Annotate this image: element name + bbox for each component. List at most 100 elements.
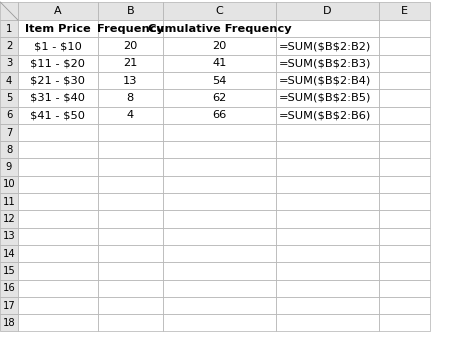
Bar [163,72,276,89]
Bar [98,89,163,107]
Bar [18,262,98,280]
Bar [98,262,163,280]
Bar [163,262,276,280]
Bar [98,280,163,297]
Bar [98,141,163,158]
Bar [0,245,18,262]
Bar [98,297,163,314]
Text: Item Price: Item Price [25,24,91,34]
Bar [163,245,276,262]
Text: 12: 12 [3,214,15,224]
Text: 41: 41 [212,58,227,68]
Text: 14: 14 [3,249,15,259]
Bar [379,314,430,331]
Bar [98,210,163,228]
Bar [379,262,430,280]
Bar [163,89,276,107]
Bar [18,2,98,20]
Text: =SUM(\$B\$2:B3): =SUM(\$B\$2:B3) [279,58,371,68]
Bar [18,141,98,158]
Bar [276,228,379,245]
Bar [163,37,276,55]
Text: \$11 - \$20: \$11 - \$20 [30,58,85,68]
Text: \$41 - \$50: \$41 - \$50 [30,110,85,120]
Text: 4: 4 [6,76,12,86]
Text: 9: 9 [6,162,12,172]
Bar [0,72,18,89]
Bar [276,55,379,72]
Bar [98,2,163,20]
Bar [0,124,18,141]
Bar [379,193,430,210]
Bar [98,107,163,124]
Bar [163,55,276,72]
Bar [379,20,430,37]
Bar [0,176,18,193]
Text: 20: 20 [123,41,137,51]
Bar [0,228,18,245]
Text: 8: 8 [6,145,12,155]
Bar [379,176,430,193]
Text: 7: 7 [6,127,12,138]
Bar [379,280,430,297]
Bar [0,193,18,210]
Bar [163,193,276,210]
Bar [0,297,18,314]
Bar [0,55,18,72]
Text: =SUM(\$B\$2:B4): =SUM(\$B\$2:B4) [279,76,371,86]
Text: \$1 - \$10: \$1 - \$10 [34,41,82,51]
Bar [98,37,163,55]
Text: =SUM(\$B\$2:B6): =SUM(\$B\$2:B6) [279,110,371,120]
Bar [18,107,98,124]
Bar [18,55,98,72]
Bar [18,89,98,107]
Text: 62: 62 [212,93,227,103]
Bar [18,20,98,37]
Bar [379,72,430,89]
Bar [0,280,18,297]
Bar [163,158,276,176]
Text: 5: 5 [6,93,12,103]
Bar [0,158,18,176]
Text: B: B [127,6,134,16]
Bar [276,89,379,107]
Bar [163,314,276,331]
Text: Cumulative Frequency: Cumulative Frequency [147,24,292,34]
Text: =SUM(\$B\$2:B5): =SUM(\$B\$2:B5) [279,93,371,103]
Bar [276,141,379,158]
Bar [276,262,379,280]
Bar [18,72,98,89]
Bar [379,158,430,176]
Text: 2: 2 [6,41,12,51]
Bar [276,37,379,55]
Bar [163,210,276,228]
Text: 3: 3 [6,58,12,68]
Bar [18,124,98,141]
Text: 20: 20 [212,41,227,51]
Bar [276,2,379,20]
Bar [379,37,430,55]
Bar [18,280,98,297]
Bar [18,210,98,228]
Text: 17: 17 [3,300,15,311]
Bar [379,141,430,158]
Bar [379,210,430,228]
Bar [379,89,430,107]
Bar [18,193,98,210]
Bar [0,210,18,228]
Bar [98,55,163,72]
Bar [163,228,276,245]
Text: E: E [401,6,408,16]
Bar [18,245,98,262]
Bar [276,124,379,141]
Bar [18,176,98,193]
Bar [98,158,163,176]
Text: =SUM(\$B\$2:B2): =SUM(\$B\$2:B2) [279,41,371,51]
Bar [379,55,430,72]
Text: 13: 13 [3,231,15,241]
Bar [163,2,276,20]
Bar [18,297,98,314]
Bar [163,141,276,158]
Text: 10: 10 [3,179,15,190]
Bar [98,72,163,89]
